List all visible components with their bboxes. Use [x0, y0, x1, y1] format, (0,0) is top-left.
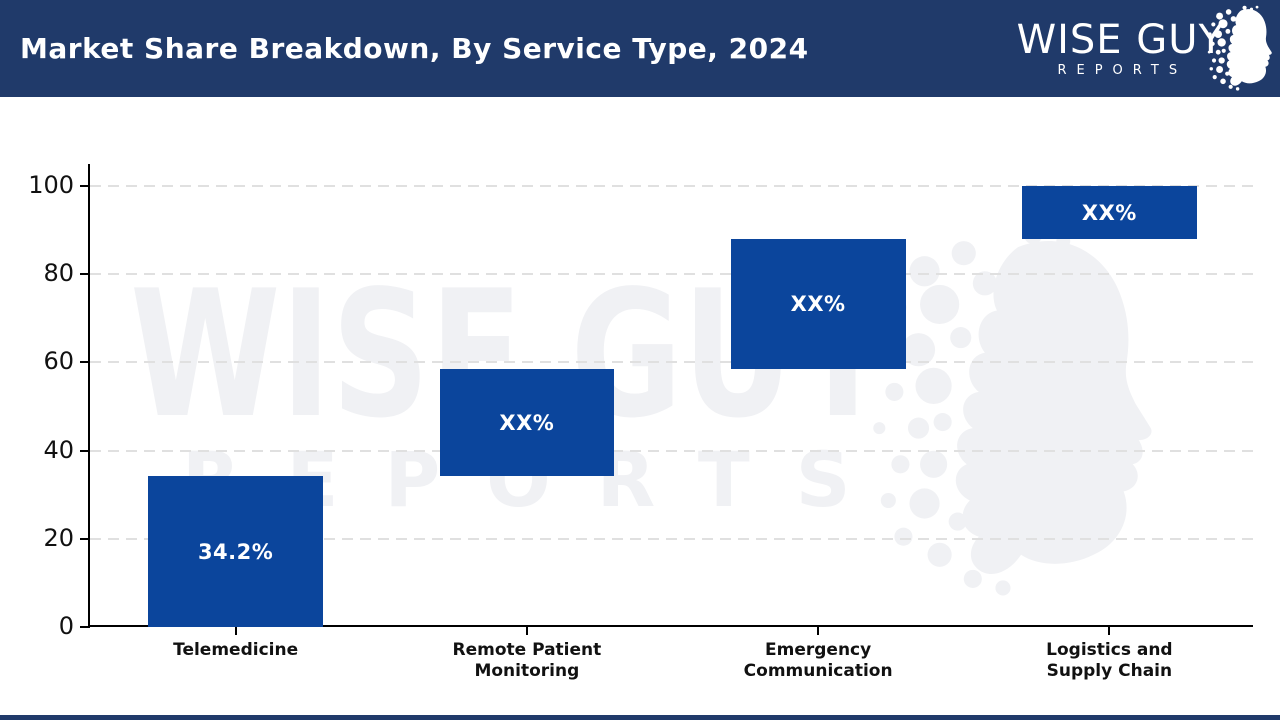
brand-text: WISE GUY REPORTS [1017, 20, 1224, 78]
bar-segment-3: XX% [1022, 186, 1197, 239]
gridline-40 [90, 449, 1253, 452]
x-tick-mark-1 [525, 627, 528, 635]
brand-reports-label: REPORTS [1057, 62, 1188, 78]
plot-area: 0 20 40 60 80 100 34.2% Telemedicine XX% Remote P… [28, 164, 1253, 681]
x-tick-mark-3 [1108, 627, 1111, 635]
gridline-80 [90, 273, 1253, 276]
x-category-label-1: Remote Patient Monitoring [452, 640, 602, 682]
brand-wordmark: WISE GUY [1016, 16, 1224, 63]
y-tick-label-20: 20 [43, 523, 74, 552]
y-tick-label-0: 0 [58, 612, 74, 640]
bar-value-label-0: 34.2% [197, 539, 274, 564]
gridline-60 [90, 361, 1253, 364]
y-tick-mark-20 [80, 537, 90, 540]
bar-value-label-1: XX% [499, 410, 555, 435]
gridline-20 [90, 537, 1253, 540]
header-bar: Market Share Breakdown, By Service Type,… [0, 0, 1280, 97]
x-category-label-2: Emergency Communication [743, 640, 893, 682]
y-tick-mark-0 [80, 626, 90, 628]
y-tick-mark-40 [80, 449, 90, 452]
y-tick-label-100: 100 [28, 171, 74, 200]
bar-segment-0: 34.2% [148, 476, 323, 627]
bar-value-label-3: XX% [1081, 200, 1137, 225]
page-title: Market Share Breakdown, By Service Type,… [20, 32, 809, 65]
brand-logo: WISE GUY REPORTS [1017, 0, 1274, 97]
x-tick-mark-0 [234, 627, 237, 635]
y-tick-mark-60 [80, 361, 90, 364]
bar-segment-2: XX% [730, 238, 906, 370]
y-tick-mark-80 [80, 273, 90, 276]
footer-bar [0, 715, 1280, 720]
gridline-100 [90, 185, 1253, 188]
y-tick-mark-100 [80, 185, 90, 188]
x-category-label-0: Telemedicine [173, 640, 299, 660]
y-tick-label-80: 80 [43, 259, 74, 288]
bar-value-label-2: XX% [790, 291, 846, 316]
x-tick-mark-2 [817, 627, 820, 635]
y-tick-label-40: 40 [43, 435, 74, 464]
bar-segment-1: XX% [439, 369, 615, 477]
x-category-label-3: Logistics and Supply Chain [1046, 640, 1173, 682]
chart-area: WISE GUY REPORTS 0 20 40 60 80 100 34.2% Teleme… [0, 97, 1280, 715]
y-tick-label-60: 60 [43, 347, 74, 376]
